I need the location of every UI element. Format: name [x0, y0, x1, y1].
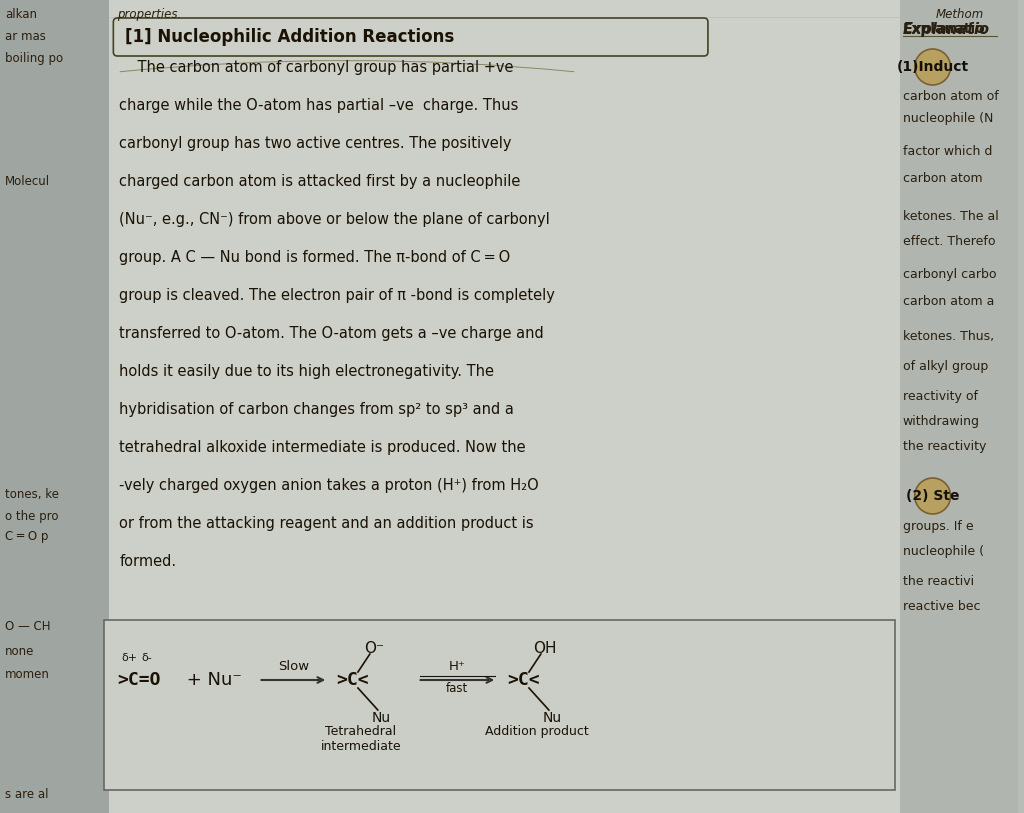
Text: fast: fast	[446, 682, 469, 695]
Text: (2) Ste: (2) Ste	[906, 489, 959, 503]
Text: holds it easily due to its high electronegativity. The: holds it easily due to its high electron…	[120, 364, 495, 379]
Text: Explanatio: Explanatio	[903, 22, 990, 37]
Text: tetrahedral alkoxide intermediate is produced. Now the: tetrahedral alkoxide intermediate is pro…	[120, 440, 526, 455]
Text: group. A C — Nu bond is formed. The π-bond of C ═ O: group. A C — Nu bond is formed. The π-bo…	[120, 250, 511, 265]
Text: of alkyl group: of alkyl group	[903, 360, 988, 373]
Text: C ═ O p: C ═ O p	[5, 530, 48, 543]
Text: group is cleaved. The electron pair of π -bond is completely: group is cleaved. The electron pair of π…	[120, 288, 555, 303]
FancyBboxPatch shape	[104, 620, 895, 790]
Text: carbonyl group has two active centres. The positively: carbonyl group has two active centres. T…	[120, 136, 512, 151]
Circle shape	[914, 478, 950, 514]
Text: >C=O: >C=O	[118, 671, 161, 689]
Text: carbon atom a: carbon atom a	[903, 295, 994, 308]
Text: or from the attacking reagent and an addition product is: or from the attacking reagent and an add…	[120, 516, 534, 531]
Text: s are al: s are al	[5, 788, 48, 801]
Text: carbon atom of: carbon atom of	[903, 90, 998, 103]
Text: O — CH: O — CH	[5, 620, 50, 633]
Text: Addition product: Addition product	[485, 725, 589, 738]
Text: transferred to O-atom. The O-atom gets a –ve charge and: transferred to O-atom. The O-atom gets a…	[120, 326, 544, 341]
Text: nucleophile (: nucleophile (	[903, 545, 984, 558]
Text: ketones. Thus,: ketones. Thus,	[903, 330, 994, 343]
Text: Slow: Slow	[278, 659, 309, 672]
Circle shape	[914, 49, 950, 85]
Text: effect. Therefo: effect. Therefo	[903, 235, 995, 248]
Text: Nu: Nu	[372, 711, 390, 725]
Text: hybridisation of carbon changes from sp² to sp³ and a: hybridisation of carbon changes from sp²…	[120, 402, 514, 417]
Text: OH: OH	[534, 641, 557, 655]
Text: groups. If e: groups. If e	[903, 520, 974, 533]
Text: charged carbon atom is attacked first by a nucleophile: charged carbon atom is attacked first by…	[120, 174, 520, 189]
Text: the reactivi: the reactivi	[903, 575, 974, 588]
Text: formed.: formed.	[120, 554, 176, 569]
Text: the reactivity: the reactivity	[903, 440, 986, 453]
Text: tones, ke: tones, ke	[5, 488, 59, 501]
Text: The carbon atom of carbonyl group has partial +ve: The carbon atom of carbonyl group has pa…	[120, 60, 514, 75]
FancyBboxPatch shape	[114, 18, 708, 56]
Text: H⁺: H⁺	[449, 659, 466, 672]
Text: Methom: Methom	[936, 8, 984, 21]
Text: o the pro: o the pro	[5, 510, 58, 523]
Text: Tetrahedral
intermediate: Tetrahedral intermediate	[321, 725, 401, 753]
Text: charge while the O-atom has partial –ve  charge. Thus: charge while the O-atom has partial –ve …	[120, 98, 519, 113]
Text: δ-: δ-	[141, 653, 152, 663]
Text: alkan: alkan	[5, 8, 37, 21]
Text: Molecul: Molecul	[5, 175, 50, 188]
Text: withdrawing: withdrawing	[903, 415, 980, 428]
Text: nucleophile (N: nucleophile (N	[903, 112, 993, 125]
Text: (1)Induct: (1)Induct	[897, 60, 969, 74]
Text: momen: momen	[5, 668, 50, 681]
Text: ar mas: ar mas	[5, 30, 46, 43]
Text: δ+: δ+	[121, 653, 137, 663]
Text: reactive bec: reactive bec	[903, 600, 980, 613]
Text: Nu: Nu	[543, 711, 561, 725]
FancyBboxPatch shape	[0, 0, 110, 813]
Text: >C<: >C<	[336, 671, 369, 689]
Text: boiling po: boiling po	[5, 52, 63, 65]
Text: >C<: >C<	[507, 671, 540, 689]
Text: Explanatio: Explanatio	[903, 22, 985, 36]
Text: (Nu⁻, e.g., CN⁻) from above or below the plane of carbonyl: (Nu⁻, e.g., CN⁻) from above or below the…	[120, 212, 550, 227]
Text: properties.: properties.	[118, 8, 181, 21]
Text: + Nu⁻: + Nu⁻	[181, 671, 242, 689]
Text: O⁻: O⁻	[364, 641, 384, 655]
Text: carbonyl carbo: carbonyl carbo	[903, 268, 996, 281]
Text: reactivity of: reactivity of	[903, 390, 978, 403]
Text: carbon atom: carbon atom	[903, 172, 982, 185]
Text: factor which d: factor which d	[903, 145, 992, 158]
Text: [1] Nucleophilic Addition Reactions: [1] Nucleophilic Addition Reactions	[125, 28, 455, 46]
Text: ketones. The al: ketones. The al	[903, 210, 998, 223]
FancyBboxPatch shape	[110, 0, 900, 813]
FancyBboxPatch shape	[900, 0, 1018, 813]
Text: -vely charged oxygen anion takes a proton (H⁺) from H₂O: -vely charged oxygen anion takes a proto…	[120, 478, 539, 493]
Text: none: none	[5, 645, 35, 658]
